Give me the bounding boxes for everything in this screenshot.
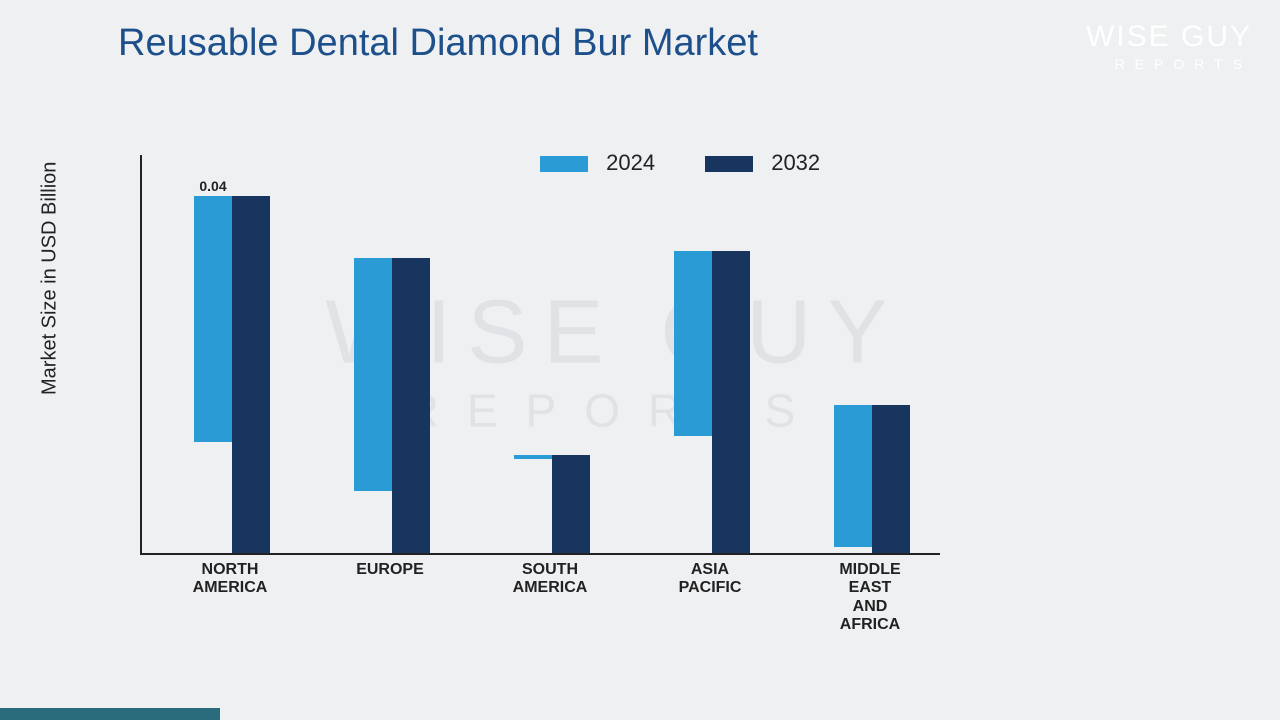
bar-group: [332, 258, 452, 553]
category-label: ASIAPACIFIC: [650, 561, 770, 598]
plot-area: 0.04: [140, 155, 940, 555]
bar-group: [812, 405, 932, 553]
bar-2024: [354, 258, 392, 492]
bar-2024: 0.04: [194, 196, 232, 442]
category-label: NORTHAMERICA: [170, 561, 290, 598]
bar-group: 0.04: [172, 196, 292, 553]
logo-line1: WISE GUY: [1086, 20, 1252, 54]
bar-value-label: 0.04: [199, 178, 226, 194]
bar-2024: [514, 455, 552, 460]
legend: 2024 2032: [540, 150, 820, 176]
category-label: EUROPE: [330, 561, 450, 579]
logo-line2: REPORTS: [1086, 56, 1252, 72]
legend-label-2024: 2024: [606, 150, 655, 175]
bar-2024: [674, 251, 712, 436]
category-label: MIDDLEEASTANDAFRICA: [810, 561, 930, 635]
bar-2032: [232, 196, 270, 553]
legend-item-2032: 2032: [705, 150, 820, 176]
chart-title: Reusable Dental Diamond Bur Market: [118, 22, 758, 65]
chart-area: Market Size in USD Billion 0.04 NORTHAME…: [60, 155, 940, 635]
category-label: SOUTHAMERICA: [490, 561, 610, 598]
legend-item-2024: 2024: [540, 150, 655, 176]
bar-2032: [712, 251, 750, 553]
y-axis-label: Market Size in USD Billion: [39, 162, 62, 395]
bar-2032: [872, 405, 910, 553]
bar-2032: [392, 258, 430, 553]
legend-swatch-2032: [705, 156, 753, 172]
canvas: WISE GUY REPORTS WISE GUY REPORTS Reusab…: [0, 0, 1280, 720]
bar-group: [492, 455, 612, 553]
bar-group: [652, 251, 772, 553]
legend-swatch-2024: [540, 156, 588, 172]
brand-logo: WISE GUY REPORTS: [1086, 20, 1252, 72]
bar-2032: [552, 455, 590, 553]
bottom-strip: [0, 708, 220, 720]
legend-label-2032: 2032: [771, 150, 820, 175]
bar-2024: [834, 405, 872, 547]
